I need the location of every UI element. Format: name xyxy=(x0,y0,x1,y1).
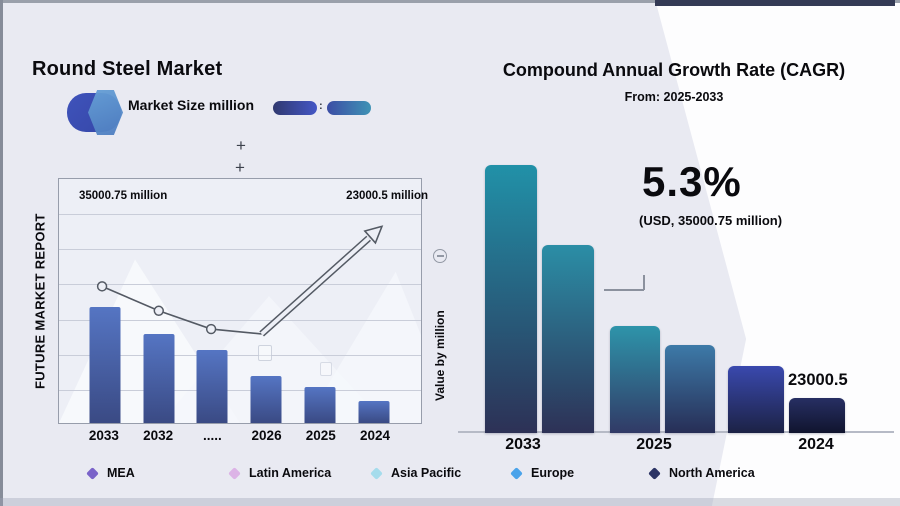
plus-decoration-2: + xyxy=(235,158,245,177)
market-size-cylinder-icon xyxy=(67,90,123,135)
cagr-bar-2024-1 xyxy=(728,366,784,433)
cagr-caption: (USD, 35000.75 million) xyxy=(639,213,783,228)
legend-item-north-america: North America xyxy=(648,466,755,480)
clipboard-watermark-icon-2 xyxy=(320,362,332,376)
legend-diamond-icon xyxy=(86,466,99,480)
ratio-pill-right xyxy=(327,101,371,115)
legend-item-latin-america: Latin America xyxy=(228,466,332,480)
market-size-bar-..... xyxy=(196,350,228,423)
page-title: Round Steel Market xyxy=(32,58,223,80)
legend-diamond-icon xyxy=(370,466,383,480)
trend-line-with-arrow xyxy=(96,225,384,337)
cagr-x-label-2024: 2024 xyxy=(798,436,834,453)
market-size-bar-2026 xyxy=(250,376,282,423)
gridline xyxy=(59,320,421,321)
legend-diamond-icon xyxy=(510,466,523,480)
x-label-2024: 2024 xyxy=(360,428,391,443)
top-right-strip xyxy=(655,0,895,6)
market-size-bar-2025 xyxy=(304,387,336,423)
legend-item-mea: MEA xyxy=(86,466,135,480)
corner-bracket-horizontal xyxy=(604,289,644,291)
market-size-label: Market Size million xyxy=(128,97,255,113)
top-edge-line xyxy=(0,0,900,3)
cagr-2024-value-label: 23000.5 xyxy=(788,371,848,389)
legend-label: MEA xyxy=(107,466,135,480)
cagr-bar-group-2025 xyxy=(610,326,715,433)
cagr-x-label-2033: 2033 xyxy=(505,436,541,453)
x-label-2026: 2026 xyxy=(251,428,282,443)
x-label-2025: 2025 xyxy=(305,428,336,443)
cagr-value: 5.3% xyxy=(642,158,742,205)
plus-decoration-1: + xyxy=(236,136,246,155)
cagr-bar-2033-2 xyxy=(542,245,594,433)
cagr-bar-2033-1 xyxy=(485,165,537,433)
legend-item-asia-pacific: Asia Pacific xyxy=(370,466,462,480)
cagr-x-label-2025: 2025 xyxy=(636,436,672,453)
market-size-bar-2032 xyxy=(143,334,175,423)
x-label-2032: 2032 xyxy=(143,428,174,443)
market-size-chart: 35000.75 million 23000.5 million xyxy=(58,178,428,424)
cagr-title: Compound Annual Growth Rate (CAGR) xyxy=(502,60,846,80)
cagr-subtitle: From: 2025-2033 xyxy=(624,90,724,104)
ratio-separator: : xyxy=(319,100,323,112)
gridline xyxy=(59,390,421,391)
minus-circle-icon xyxy=(433,249,447,263)
market-size-x-axis-labels: 2033 2032..... 2026 2025 2024 xyxy=(58,428,422,448)
future-market-report-watermark: FUTURE MARKET REPORT xyxy=(32,213,48,389)
x-label-.....: ..... xyxy=(202,428,222,443)
clipboard-watermark-icon-1 xyxy=(258,345,272,361)
legend-label: Asia Pacific xyxy=(391,466,462,480)
value-axis-label: Value by million xyxy=(433,310,447,402)
left-edge-line xyxy=(0,0,3,506)
cagr-bar-2025-1 xyxy=(610,326,660,433)
annotation-2024-value: 23000.5 million xyxy=(346,190,428,202)
legend-item-europe: Europe xyxy=(510,466,575,480)
cagr-bar-2024-2 xyxy=(789,398,845,433)
annotation-2033-value: 35000.75 million xyxy=(79,190,168,202)
market-size-bar-2024 xyxy=(358,401,390,423)
cagr-bar-group-2024 xyxy=(728,366,845,433)
legend-diamond-icon xyxy=(648,466,661,480)
gridline xyxy=(59,355,421,356)
x-label-2033: 2033 xyxy=(88,428,119,443)
legend-label: Latin America xyxy=(249,466,332,480)
cagr-bar-group-2033 xyxy=(485,165,594,433)
gridline xyxy=(59,284,421,285)
corner-bracket-vertical xyxy=(643,275,645,290)
cagr-bar-2025-2 xyxy=(665,345,715,433)
legend-label: Europe xyxy=(531,466,575,480)
bottom-edge-strip xyxy=(0,498,900,506)
market-size-bars xyxy=(59,179,421,423)
legend-label: North America xyxy=(669,466,755,480)
gridline xyxy=(59,249,421,250)
legend-diamond-icon xyxy=(228,466,241,480)
ratio-pill-left xyxy=(273,101,317,115)
gridline xyxy=(59,214,421,215)
market-size-bar-2033 xyxy=(89,307,121,423)
